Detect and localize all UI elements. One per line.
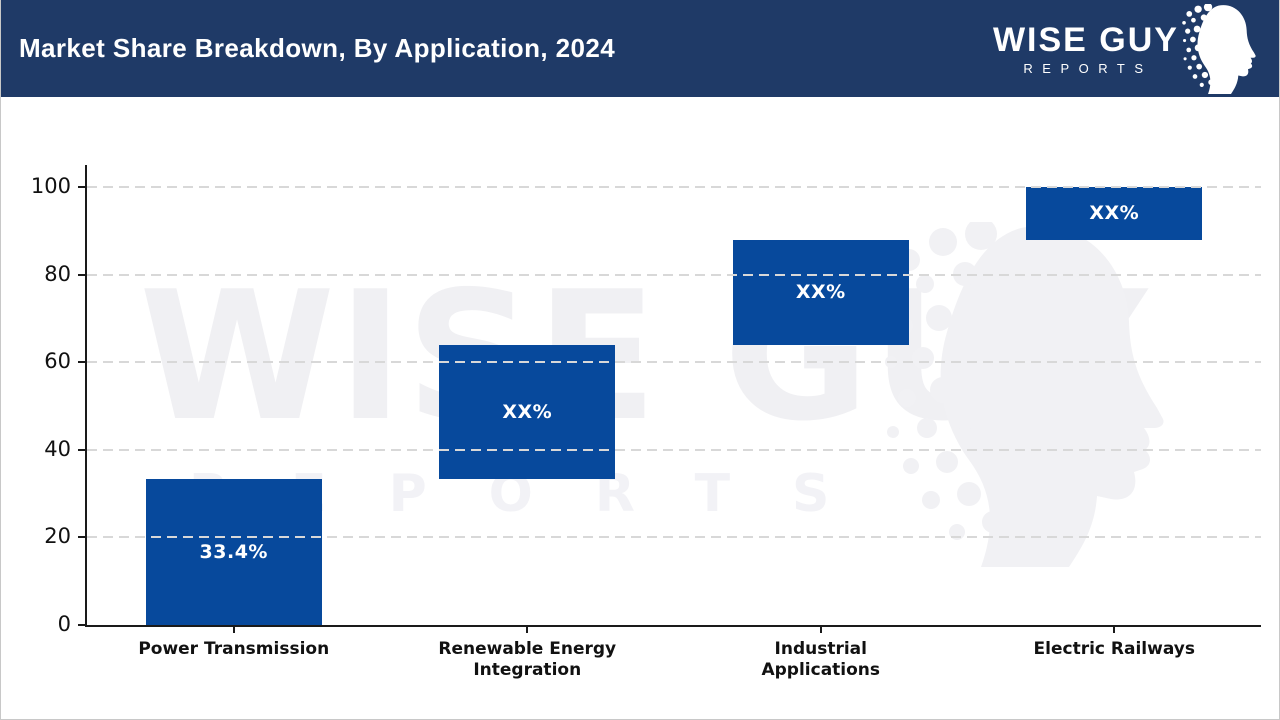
bar-value-label: XX%: [502, 400, 553, 423]
x-category-label: Industrial Applications: [761, 639, 881, 681]
y-tick-label: 60: [44, 349, 71, 374]
gridline-40: [87, 448, 1261, 451]
x-tick: [819, 625, 822, 633]
bar-2: XX%: [732, 239, 909, 345]
x-category-label: Electric Railways: [1033, 639, 1195, 659]
y-tick: [78, 536, 87, 539]
y-tick-label: 100: [30, 174, 71, 198]
chart-title: Market Share Breakdown, By Application, …: [19, 33, 616, 63]
bar-value-label: XX%: [795, 281, 846, 304]
gridline-20: [87, 536, 1261, 539]
x-tick: [526, 625, 529, 633]
logo-head-icon: [1182, 4, 1256, 94]
y-tick-label: 20: [44, 524, 71, 549]
bar-3: XX%: [1026, 187, 1203, 240]
gridline-100: [87, 186, 1261, 188]
x-tick: [1113, 625, 1116, 633]
wiseguy-logo: WISE GUY REPORTS: [993, 4, 1273, 94]
x-category-label: Power Transmission: [138, 639, 330, 659]
bar-1: XX%: [439, 344, 616, 479]
y-tick: [78, 624, 87, 626]
y-tick: [78, 361, 87, 364]
x-category-label: Renewable Energy Integration: [438, 639, 617, 681]
bar-0: 33.4%: [145, 478, 322, 625]
x-tick: [232, 625, 235, 633]
bar-value-label: 33.4%: [199, 540, 268, 563]
y-tick-label: 40: [44, 436, 71, 461]
gridline-60: [87, 361, 1261, 364]
header-bar: Market Share Breakdown, By Application, …: [1, 0, 1279, 97]
y-tick: [78, 273, 87, 276]
x-axis: [85, 625, 1261, 627]
y-axis: [85, 165, 87, 627]
logo-wordmark-line1: WISE GUY: [992, 21, 1179, 60]
logo-wordmark-line2: REPORTS: [1023, 60, 1153, 76]
gridline-80: [87, 273, 1261, 276]
y-tick: [78, 186, 87, 188]
bar-value-label: XX%: [1089, 202, 1140, 225]
y-tick-label: 80: [44, 261, 71, 286]
logo-wordmark: WISE GUY REPORTS: [992, 21, 1179, 76]
y-tick-label: 0: [57, 612, 71, 636]
y-tick: [78, 448, 87, 451]
